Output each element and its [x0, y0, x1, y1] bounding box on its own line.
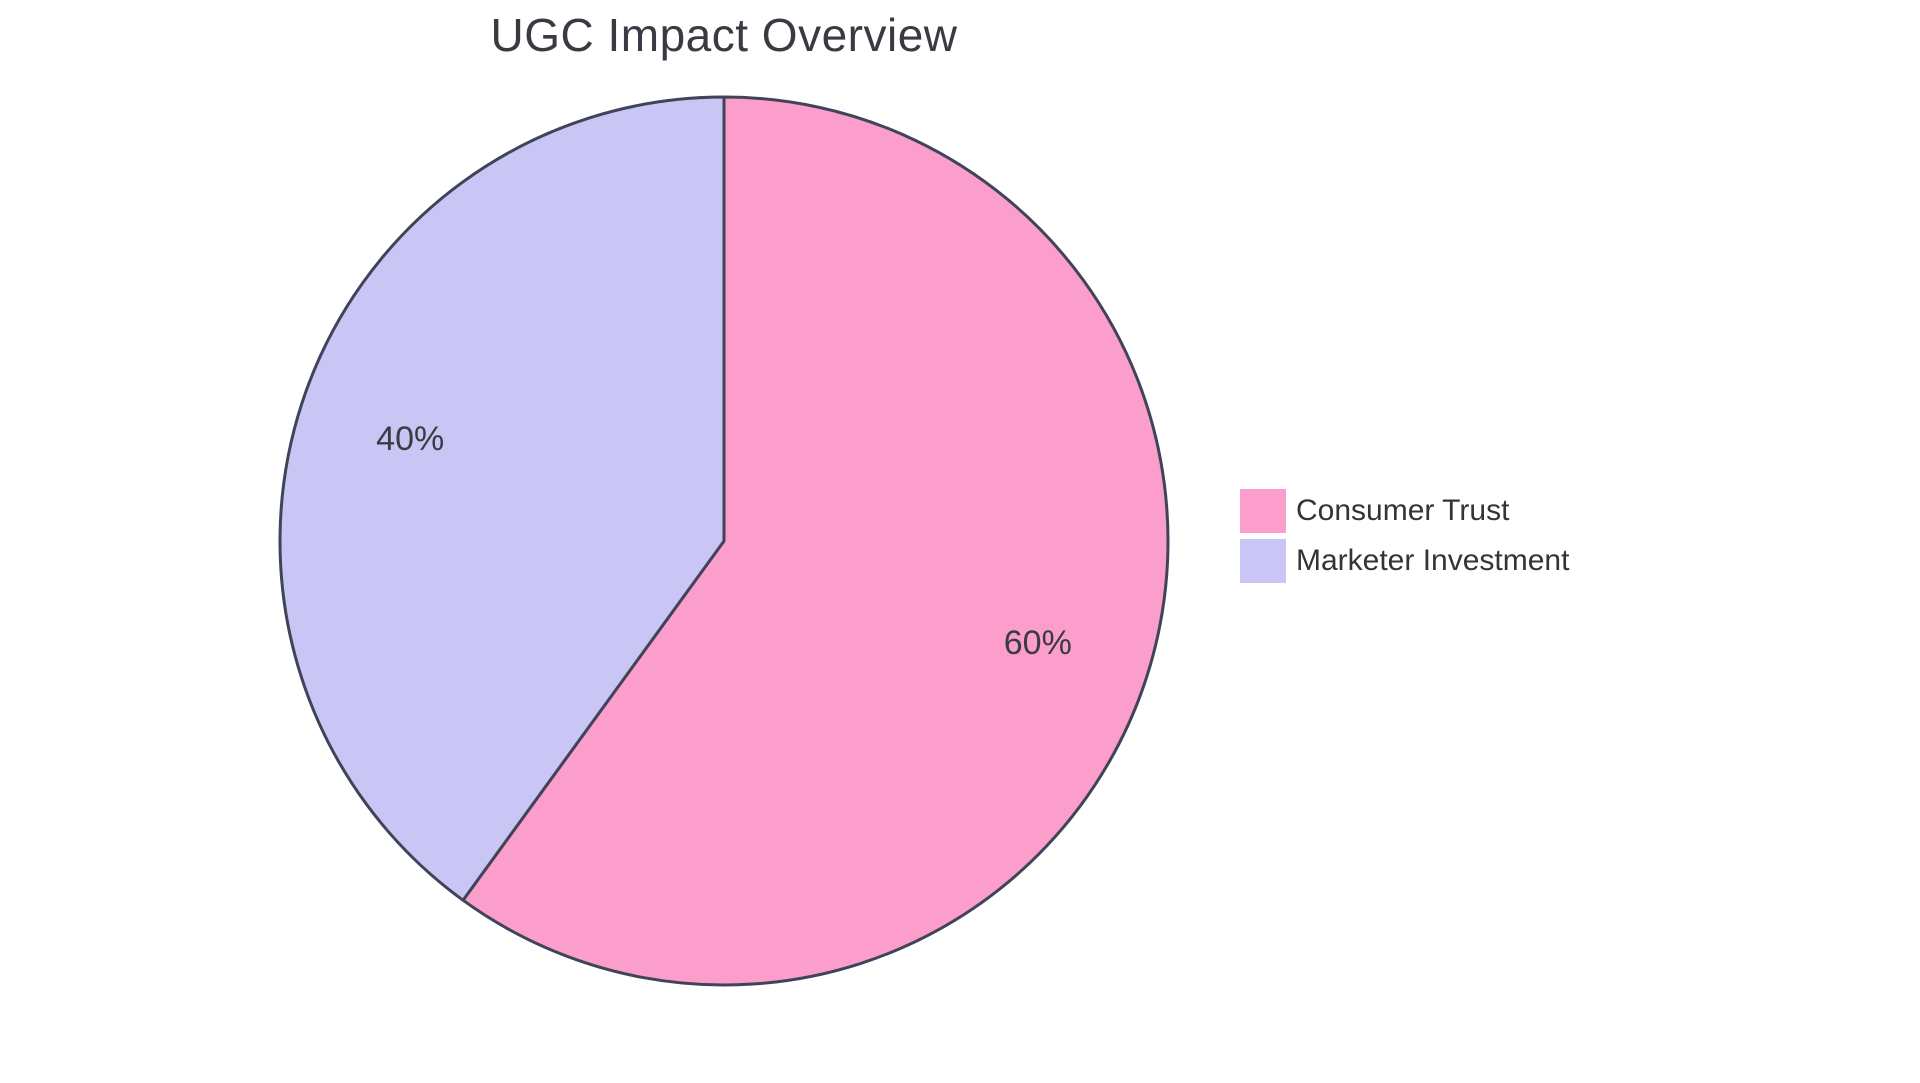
legend-item-consumer-trust: Consumer Trust — [1240, 489, 1569, 533]
legend-label: Marketer Investment — [1296, 544, 1570, 577]
pie-slice-percentage-label: 60% — [1004, 624, 1072, 662]
legend-label: Consumer Trust — [1296, 494, 1510, 527]
pie-slice-consumer-trust — [461, 95, 1170, 987]
legend: Consumer Trust Marketer Investment — [1240, 489, 1569, 589]
legend-item-marketer-investment: Marketer Investment — [1240, 539, 1569, 583]
pie-slice-percentage-label: 40% — [376, 420, 444, 458]
pie-slice-marketer-investment — [278, 95, 726, 902]
pie-slices — [278, 95, 1170, 987]
pie-slice-labels: 60% 40% — [376, 420, 1072, 662]
chart-title: UGC Impact Overview — [490, 9, 958, 61]
legend-swatch — [1240, 489, 1286, 533]
legend-swatch — [1240, 539, 1286, 583]
